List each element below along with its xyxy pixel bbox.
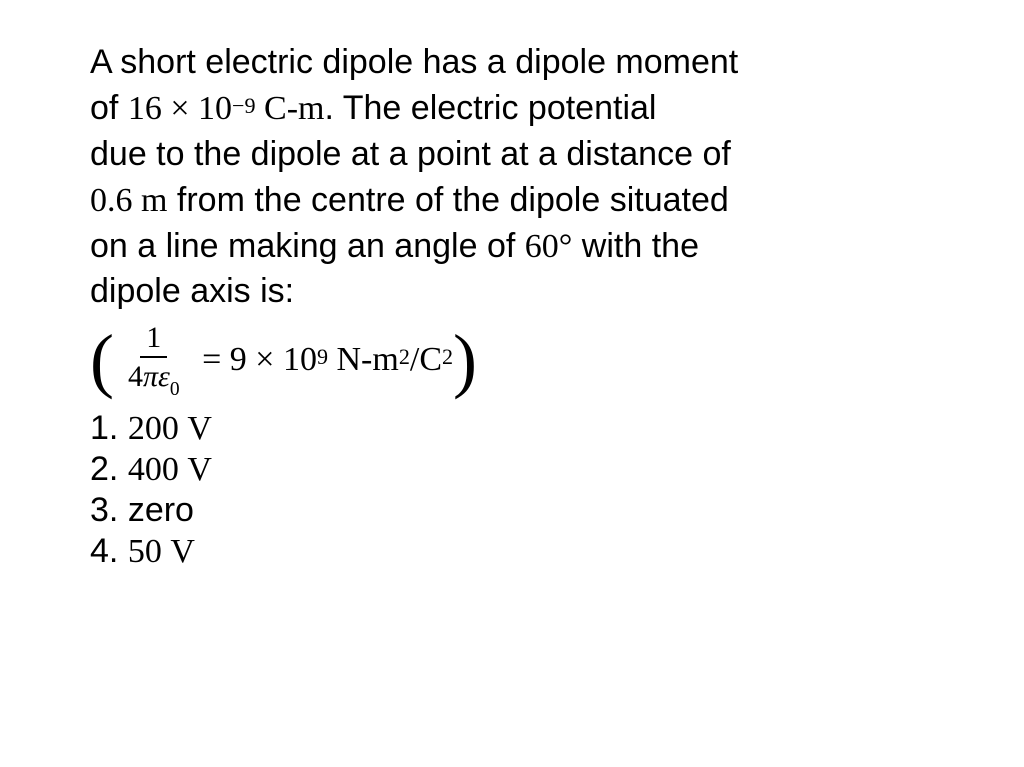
stem-line-4-post: from the centre of the dipole situated xyxy=(167,181,728,219)
question-page: A short electric dipole has a dipole mom… xyxy=(0,0,1024,613)
stem-line-2-post: . The electric potential xyxy=(324,89,656,127)
option-number: 1. xyxy=(90,409,118,447)
fraction-numerator: 1 xyxy=(140,321,167,358)
question-stem: A short electric dipole has a dipole mom… xyxy=(90,40,964,315)
stem-line-5-post: with the xyxy=(572,227,699,265)
formula-rhs: = 9 × 109 N-m2/C2 xyxy=(194,341,453,379)
option-text: zero xyxy=(128,491,194,529)
stem-line-5: on a line making an angle of 60° with th… xyxy=(90,224,964,270)
option-2[interactable]: 2. 400 V xyxy=(90,450,964,489)
dipole-moment-value: 16 × 10−9 C-m xyxy=(128,86,325,132)
distance-value: 0.6 m xyxy=(90,178,167,224)
stem-line-5-pre: on a line making an angle of xyxy=(90,227,525,265)
option-text: 50 V xyxy=(128,533,195,571)
stem-line-2-pre: of xyxy=(90,89,128,127)
option-number: 4. xyxy=(90,532,118,570)
option-1[interactable]: 1. 200 V xyxy=(90,409,964,448)
angle-value: 60° xyxy=(525,224,573,270)
stem-line-6: dipole axis is: xyxy=(90,269,964,315)
stem-line-1: A short electric dipole has a dipole mom… xyxy=(90,40,964,86)
option-number: 3. xyxy=(90,491,118,529)
constant-formula: ( 1 4πε0 = 9 × 109 N-m2/C2 ) xyxy=(90,321,964,398)
answer-options: 1. 200 V 2. 400 V 3. zero 4. 50 V xyxy=(90,409,964,571)
fraction-denominator: 4πε0 xyxy=(122,358,186,398)
right-paren-icon: ) xyxy=(453,328,477,393)
stem-line-2: of 16 × 10−9 C-m. The electric potential xyxy=(90,86,964,132)
option-3[interactable]: 3. zero xyxy=(90,491,964,530)
stem-line-3: due to the dipole at a point at a distan… xyxy=(90,132,964,178)
coulomb-constant-fraction: 1 4πε0 xyxy=(122,321,186,398)
stem-line-4: 0.6 m from the centre of the dipole situ… xyxy=(90,178,964,224)
left-paren-icon: ( xyxy=(90,328,114,393)
option-number: 2. xyxy=(90,450,118,488)
option-text: 200 V xyxy=(128,410,212,448)
option-4[interactable]: 4. 50 V xyxy=(90,532,964,571)
option-text: 400 V xyxy=(128,451,212,489)
